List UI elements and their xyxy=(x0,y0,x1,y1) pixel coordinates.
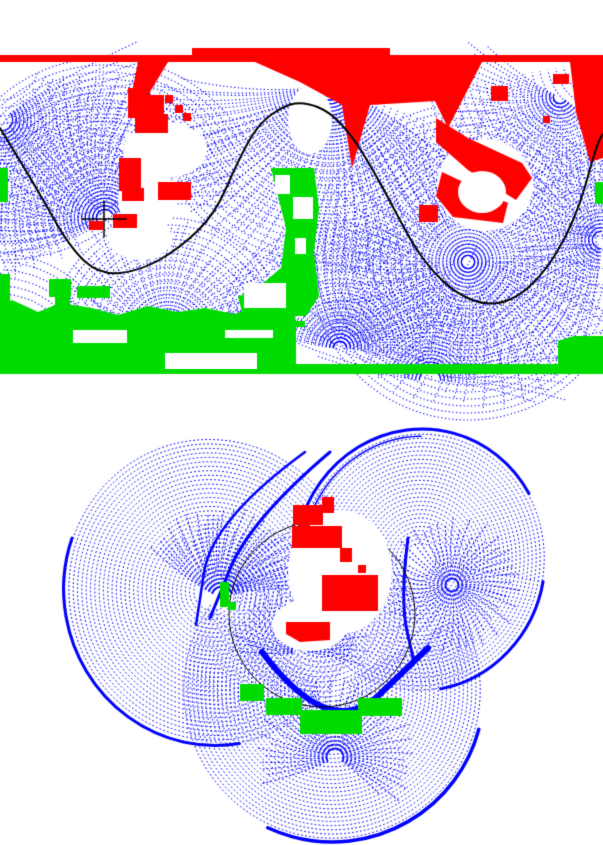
field-line-figure-canvas xyxy=(0,0,603,845)
field-line-figure xyxy=(0,0,603,845)
